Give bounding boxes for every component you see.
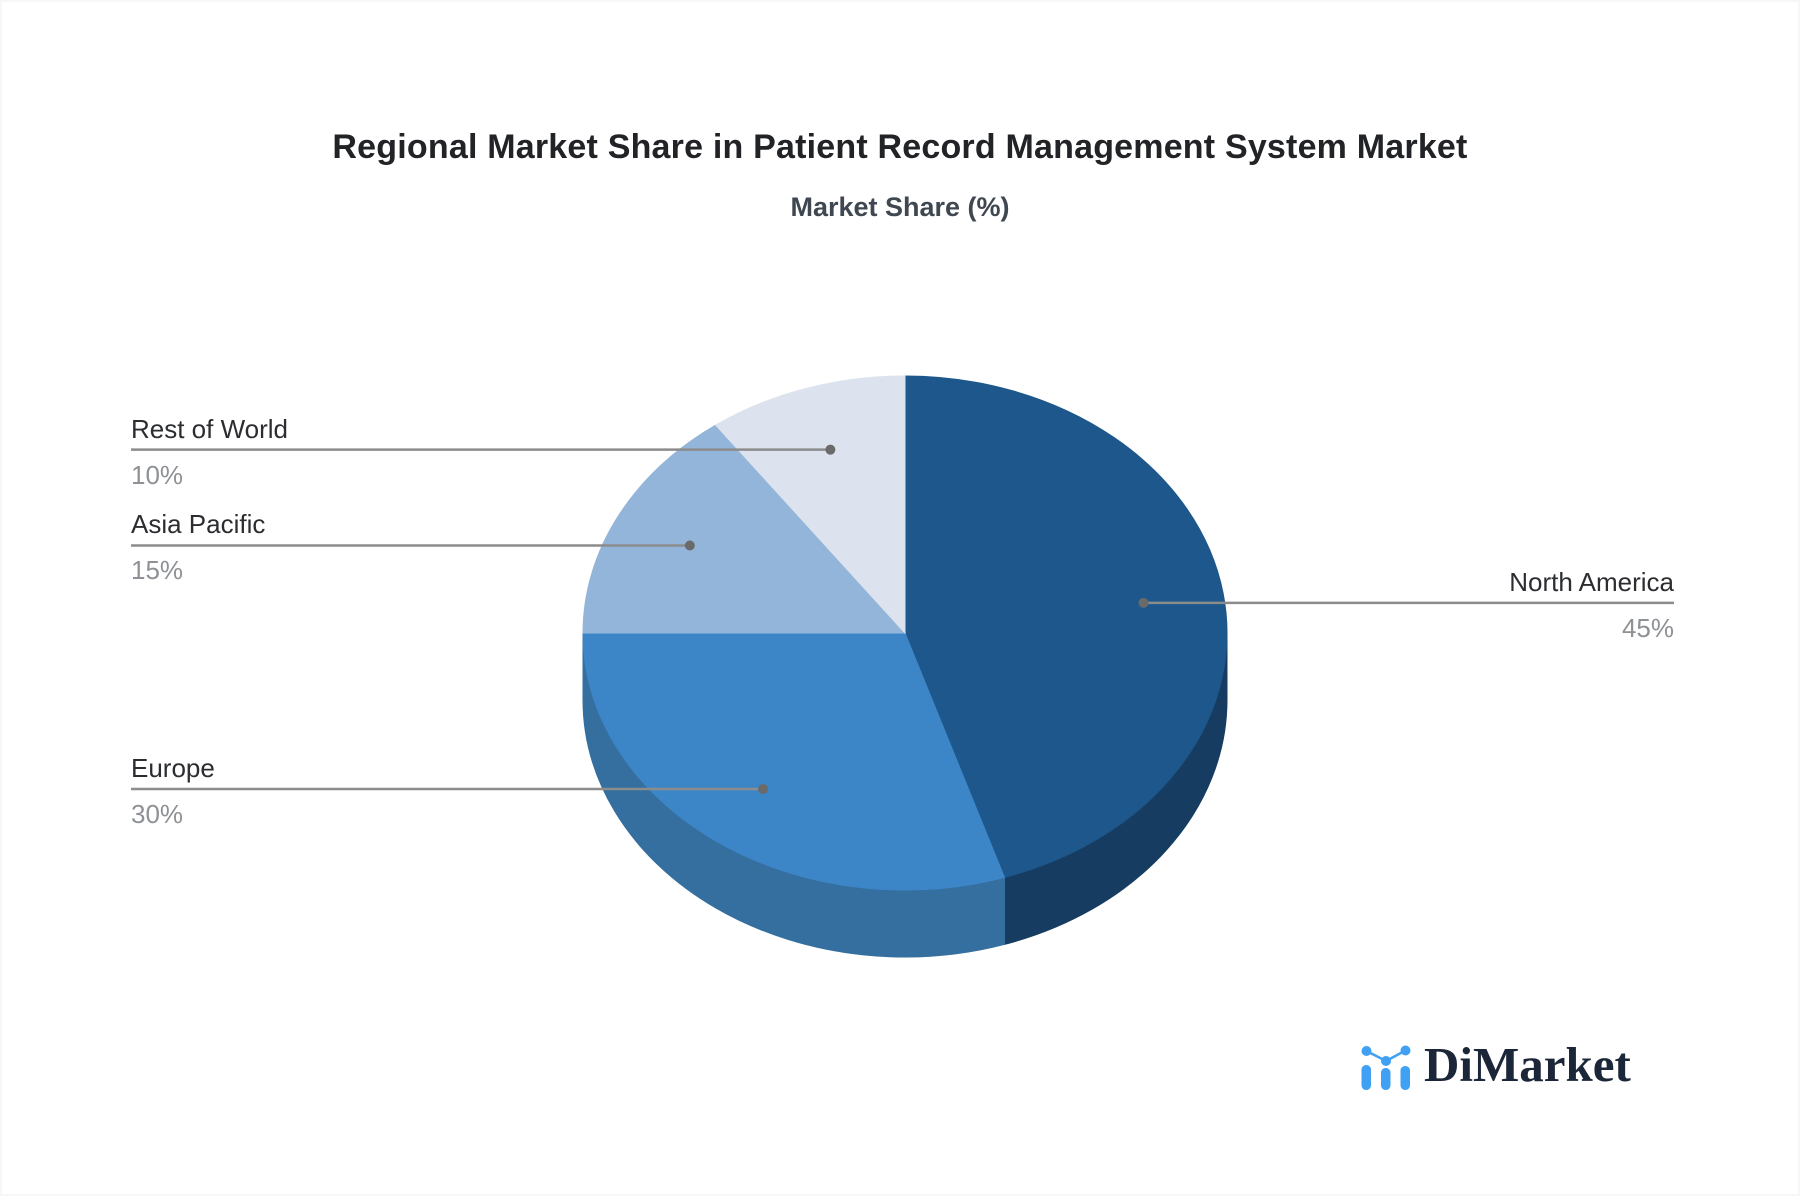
slice-label-north-america: North America	[1509, 566, 1674, 597]
leader-dot-rest-of-world	[825, 444, 836, 455]
slice-label-asia-pacific: Asia Pacific	[131, 509, 266, 540]
slice-label-europe: Europe	[131, 752, 215, 783]
slice-pct-europe: 30%	[131, 798, 184, 829]
slice-pct-asia-pacific: 15%	[131, 555, 184, 586]
pie-slice-asia-pacific[interactable]	[582, 424, 907, 634]
slice-label-rest-of-world: Rest of World	[131, 413, 289, 444]
pie-slice-europe[interactable]	[582, 632, 1006, 891]
leader-dot-europe	[758, 783, 769, 794]
chart-subtitle: Market Share (%)	[790, 192, 1010, 222]
slice-pct-rest-of-world: 10%	[131, 459, 184, 490]
dimarket-logo-icon	[1361, 1045, 1411, 1090]
dimarket-logo-text: DiMarket	[1424, 1037, 1631, 1092]
slice-pct-north-america: 45%	[1621, 612, 1674, 643]
pie-slice-north-america[interactable]	[904, 375, 1228, 879]
pie-slice-rest-of-world[interactable]	[714, 375, 906, 635]
leader-dot-north-america	[1138, 597, 1149, 608]
leader-dot-asia-pacific	[684, 540, 695, 551]
chart-title: Regional Market Share in Patient Record …	[332, 128, 1468, 166]
dimarket-logo: DiMarket	[1361, 1036, 1631, 1090]
